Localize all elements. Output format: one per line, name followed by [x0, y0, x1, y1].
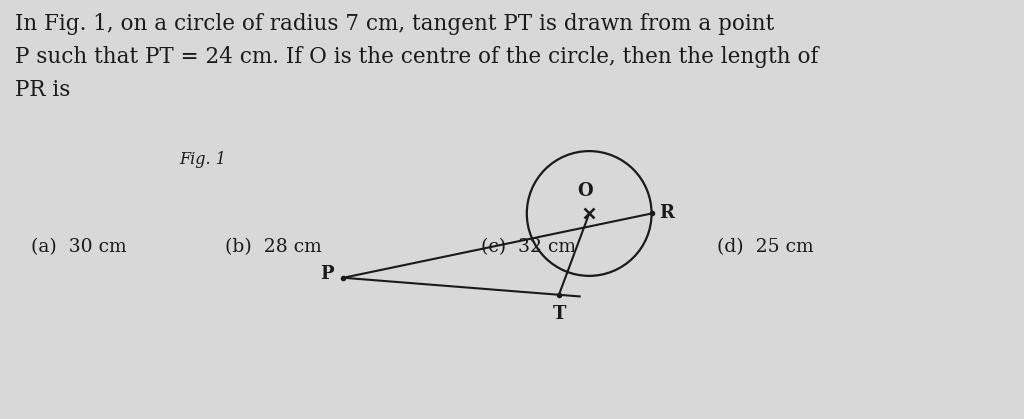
- Text: (a)  30 cm: (a) 30 cm: [31, 238, 126, 256]
- Text: R: R: [659, 204, 674, 222]
- Text: T: T: [552, 305, 565, 323]
- Text: O: O: [578, 182, 593, 200]
- Text: (b)  28 cm: (b) 28 cm: [225, 238, 322, 256]
- Text: P: P: [321, 265, 334, 283]
- Text: Fig. 1: Fig. 1: [179, 151, 226, 168]
- Text: (c)  32 cm: (c) 32 cm: [481, 238, 577, 256]
- Text: (d)  25 cm: (d) 25 cm: [717, 238, 813, 256]
- Text: In Fig. 1, on a circle of radius 7 cm, tangent PT is drawn from a point
P such t: In Fig. 1, on a circle of radius 7 cm, t…: [15, 13, 819, 101]
